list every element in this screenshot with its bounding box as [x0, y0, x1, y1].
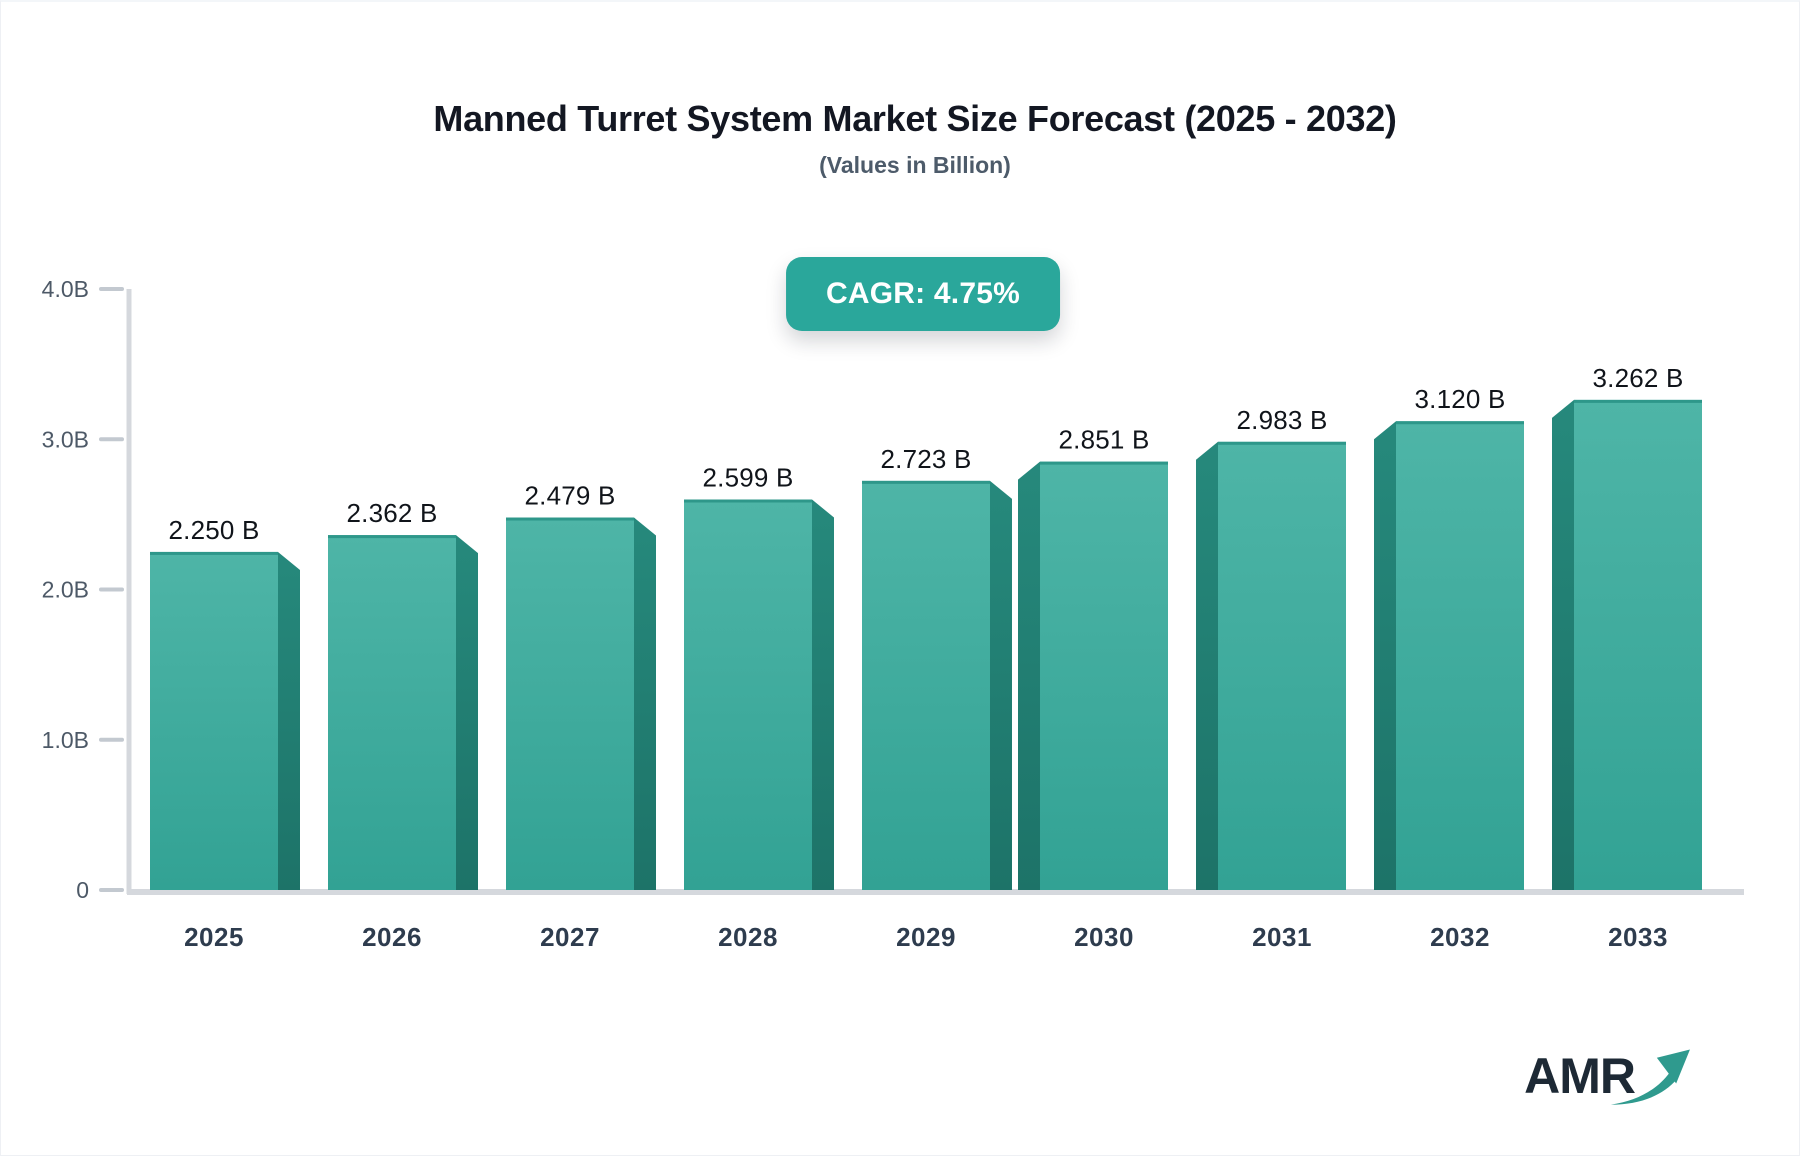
bar-side-face — [812, 499, 834, 890]
bar-side-face — [634, 517, 656, 890]
y-axis-label: 3.0B — [42, 426, 89, 452]
bar-side-face — [1018, 461, 1040, 890]
bar-side-face — [278, 551, 300, 890]
bar-top-edge — [1396, 421, 1524, 425]
x-axis-label: 2026 — [362, 922, 422, 952]
bar-top-edge — [684, 499, 812, 503]
cagr-badge: CAGR: 4.75% — [786, 257, 1060, 331]
bar-value-label: 2.851 B — [1058, 425, 1149, 455]
trend-up-arrow-icon — [1610, 1049, 1690, 1105]
bar — [1396, 421, 1524, 890]
bar-side-face — [456, 535, 478, 890]
chart-title: Manned Turret System Market Size Forecas… — [433, 98, 1397, 139]
bar-top-edge — [328, 535, 456, 539]
x-axis-label: 2025 — [184, 922, 244, 952]
bar-top-edge — [150, 551, 278, 555]
bar-value-label: 2.723 B — [880, 444, 971, 474]
bar — [862, 480, 990, 890]
y-axis-label: 1.0B — [42, 727, 89, 753]
bar-value-label: 2.983 B — [1236, 405, 1327, 435]
bar-side-face — [1196, 441, 1218, 890]
bar-value-label: 2.479 B — [524, 481, 615, 511]
bar — [328, 535, 456, 890]
x-axis-label: 2029 — [896, 922, 956, 952]
bar-side-face — [1374, 421, 1396, 890]
x-axis-label: 2030 — [1074, 922, 1134, 952]
y-axis-label: 2.0B — [42, 577, 89, 603]
brand-logo-text: AMR — [1524, 1048, 1636, 1104]
bar-value-label: 2.362 B — [346, 498, 437, 528]
bar-value-label: 3.120 B — [1414, 384, 1505, 414]
bar-value-label: 3.262 B — [1592, 363, 1683, 393]
bar-top-edge — [1218, 441, 1346, 445]
y-axis-label: 0 — [76, 877, 89, 903]
y-axis-label: 4.0B — [42, 276, 89, 302]
brand-logo: AMR — [1524, 1045, 1701, 1105]
bar — [506, 517, 634, 890]
x-axis-label: 2028 — [718, 922, 778, 952]
bar — [1040, 461, 1168, 890]
x-axis-label: 2031 — [1252, 922, 1312, 952]
bar-side-face — [990, 480, 1012, 890]
bar-side-face — [1552, 399, 1574, 890]
bar-top-edge — [1574, 399, 1702, 403]
bar — [684, 499, 812, 890]
x-axis-label: 2033 — [1608, 922, 1668, 952]
bar-value-label: 2.250 B — [168, 515, 259, 545]
x-axis-label: 2032 — [1430, 922, 1490, 952]
chart-subtitle: (Values in Billion) — [819, 152, 1011, 178]
bar — [1218, 441, 1346, 890]
bar-top-edge — [1040, 461, 1168, 465]
bar — [150, 551, 278, 890]
bar-top-edge — [506, 517, 634, 521]
bar-value-label: 2.599 B — [702, 463, 793, 493]
bar — [1574, 399, 1702, 890]
x-axis-label: 2027 — [540, 922, 600, 952]
bar-top-edge — [862, 480, 990, 484]
